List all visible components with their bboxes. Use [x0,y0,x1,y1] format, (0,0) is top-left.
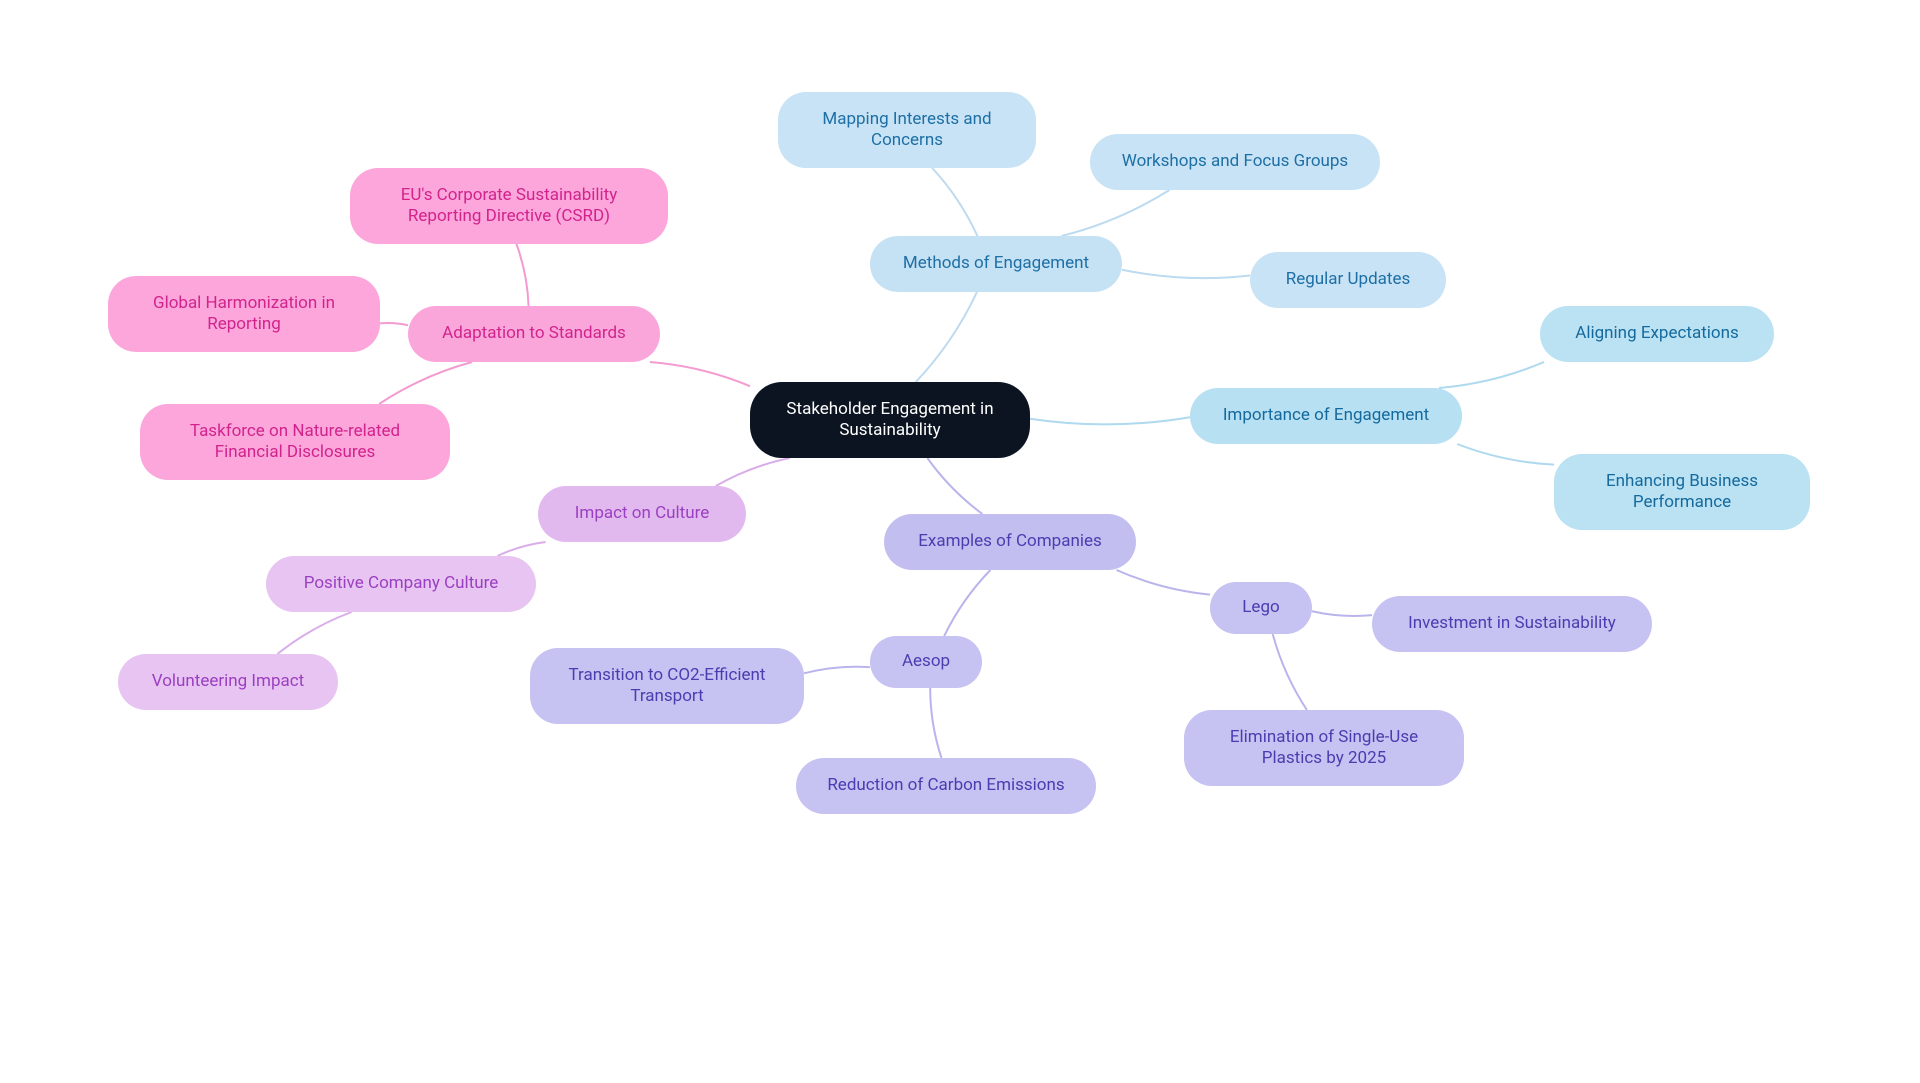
node-importance[interactable]: Importance of Engagement [1190,388,1462,444]
edge-examples-lego [1116,570,1210,595]
node-volunteering[interactable]: Volunteering Impact [118,654,338,710]
edge-adaptation-harmonization [380,323,408,325]
node-label: Investment in Sustainability [1408,613,1616,634]
node-label: Enhancing Business Performance [1578,471,1786,514]
node-enhancing[interactable]: Enhancing Business Performance [1554,454,1810,530]
edge-examples-aesop [944,570,990,636]
node-taskforce[interactable]: Taskforce on Nature-related Financial Di… [140,404,450,480]
edge-center-adaptation [650,362,750,386]
node-label: Global Harmonization in Reporting [132,293,356,336]
node-label: Reduction of Carbon Emissions [827,775,1064,796]
node-label: Taskforce on Nature-related Financial Di… [164,421,426,464]
node-label: Workshops and Focus Groups [1122,151,1348,172]
node-updates[interactable]: Regular Updates [1250,252,1446,308]
node-label: Impact on Culture [575,503,709,524]
node-methods[interactable]: Methods of Engagement [870,236,1122,292]
node-positiveculture[interactable]: Positive Company Culture [266,556,536,612]
edge-importance-aligning [1439,362,1544,388]
edge-methods-updates [1122,270,1250,278]
node-label: Regular Updates [1286,269,1411,290]
node-mapping[interactable]: Mapping Interests and Concerns [778,92,1036,168]
node-csrd[interactable]: EU's Corporate Sustainability Reporting … [350,168,668,244]
node-adaptation[interactable]: Adaptation to Standards [408,306,660,362]
node-label: Mapping Interests and Concerns [802,109,1012,152]
node-center[interactable]: Stakeholder Engagement in Sustainability [750,382,1030,458]
node-aesop[interactable]: Aesop [870,636,982,688]
node-label: Aesop [902,651,950,672]
edge-methods-workshops [1062,190,1170,236]
node-plastics[interactable]: Elimination of Single-Use Plastics by 20… [1184,710,1464,786]
node-label: Methods of Engagement [903,253,1089,274]
node-label: Adaptation to Standards [442,323,626,344]
edge-adaptation-csrd [516,244,528,306]
node-carbon[interactable]: Reduction of Carbon Emissions [796,758,1096,814]
node-workshops[interactable]: Workshops and Focus Groups [1090,134,1380,190]
edge-culture-positiveculture [497,542,545,556]
node-label: Aligning Expectations [1575,323,1739,344]
edge-adaptation-taskforce [379,362,472,404]
node-label: EU's Corporate Sustainability Reporting … [374,185,644,228]
node-aligning[interactable]: Aligning Expectations [1540,306,1774,362]
edge-methods-mapping [932,168,977,236]
edge-positiveculture-volunteering [277,612,351,654]
edge-lego-plastics [1273,634,1307,710]
edge-lego-investment [1312,611,1372,616]
edge-center-culture [716,458,790,486]
node-label: Stakeholder Engagement in Sustainability [774,399,1006,442]
node-label: Elimination of Single-Use Plastics by 20… [1208,727,1440,770]
edge-aesop-carbon [930,688,941,758]
node-label: Importance of Engagement [1223,405,1429,426]
edge-center-importance [1030,417,1190,424]
node-label: Positive Company Culture [304,573,499,594]
node-label: Lego [1242,597,1279,618]
node-co2transport[interactable]: Transition to CO2-Efficient Transport [530,648,804,724]
edge-aesop-co2transport [804,667,870,674]
node-investment[interactable]: Investment in Sustainability [1372,596,1652,652]
node-examples[interactable]: Examples of Companies [884,514,1136,570]
node-label: Examples of Companies [918,531,1102,552]
edge-center-methods [916,292,977,382]
node-lego[interactable]: Lego [1210,582,1312,634]
node-culture[interactable]: Impact on Culture [538,486,746,542]
edge-center-examples [927,458,982,514]
node-label: Volunteering Impact [152,671,304,692]
node-label: Transition to CO2-Efficient Transport [554,665,780,708]
node-harmonization[interactable]: Global Harmonization in Reporting [108,276,380,352]
edge-importance-enhancing [1457,444,1554,465]
